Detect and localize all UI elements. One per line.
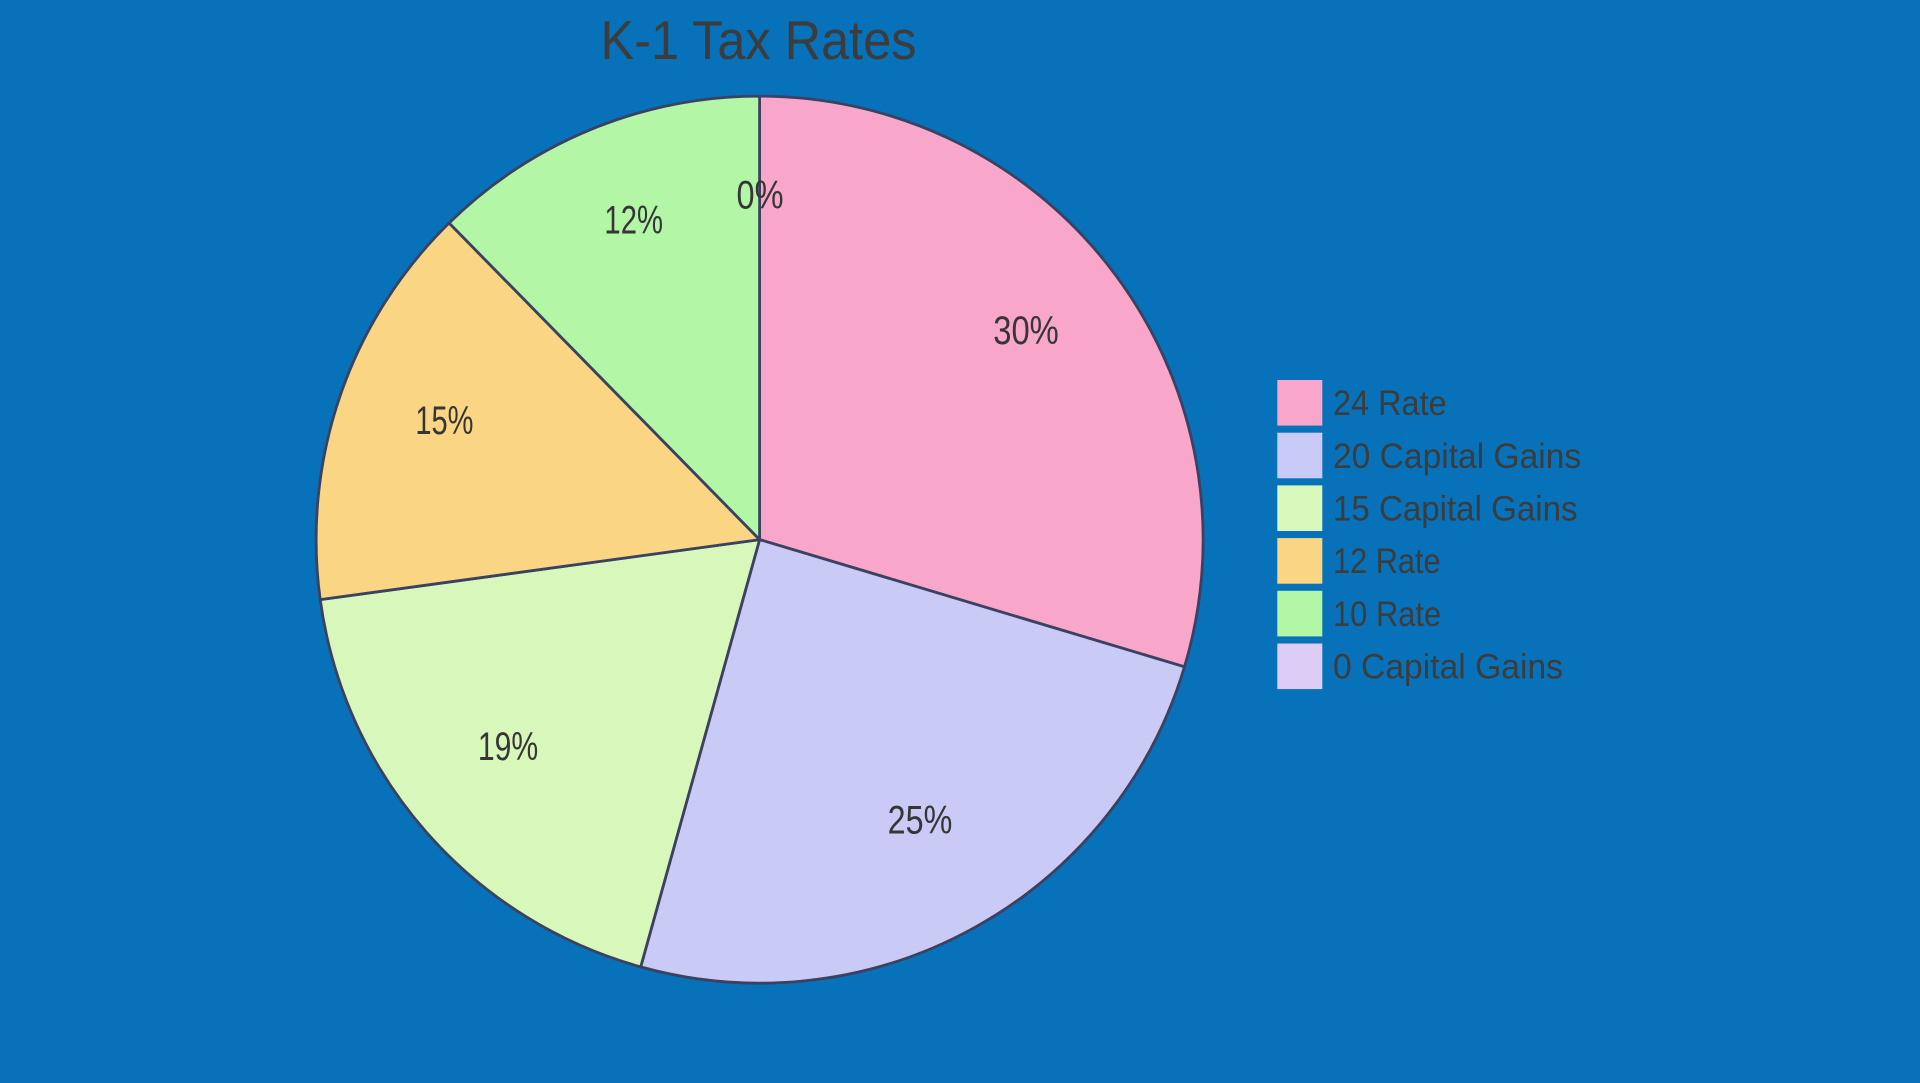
svg-text:0 Capital Gains: 0 Capital Gains [1333, 648, 1563, 687]
svg-text:20 Capital Gains: 20 Capital Gains [1333, 437, 1581, 476]
svg-text:K-1 Tax Rates: K-1 Tax Rates [600, 10, 916, 71]
svg-text:15%: 15% [415, 400, 473, 443]
svg-text:19%: 19% [478, 725, 538, 769]
svg-text:25%: 25% [888, 797, 953, 842]
svg-text:0%: 0% [737, 173, 784, 218]
svg-text:10 Rate: 10 Rate [1333, 595, 1441, 634]
svg-text:24 Rate: 24 Rate [1333, 384, 1447, 424]
svg-text:12 Rate: 12 Rate [1333, 542, 1441, 582]
svg-text:30%: 30% [993, 308, 1059, 353]
svg-text:12%: 12% [604, 200, 663, 243]
svg-text:15 Capital Gains: 15 Capital Gains [1333, 489, 1578, 528]
